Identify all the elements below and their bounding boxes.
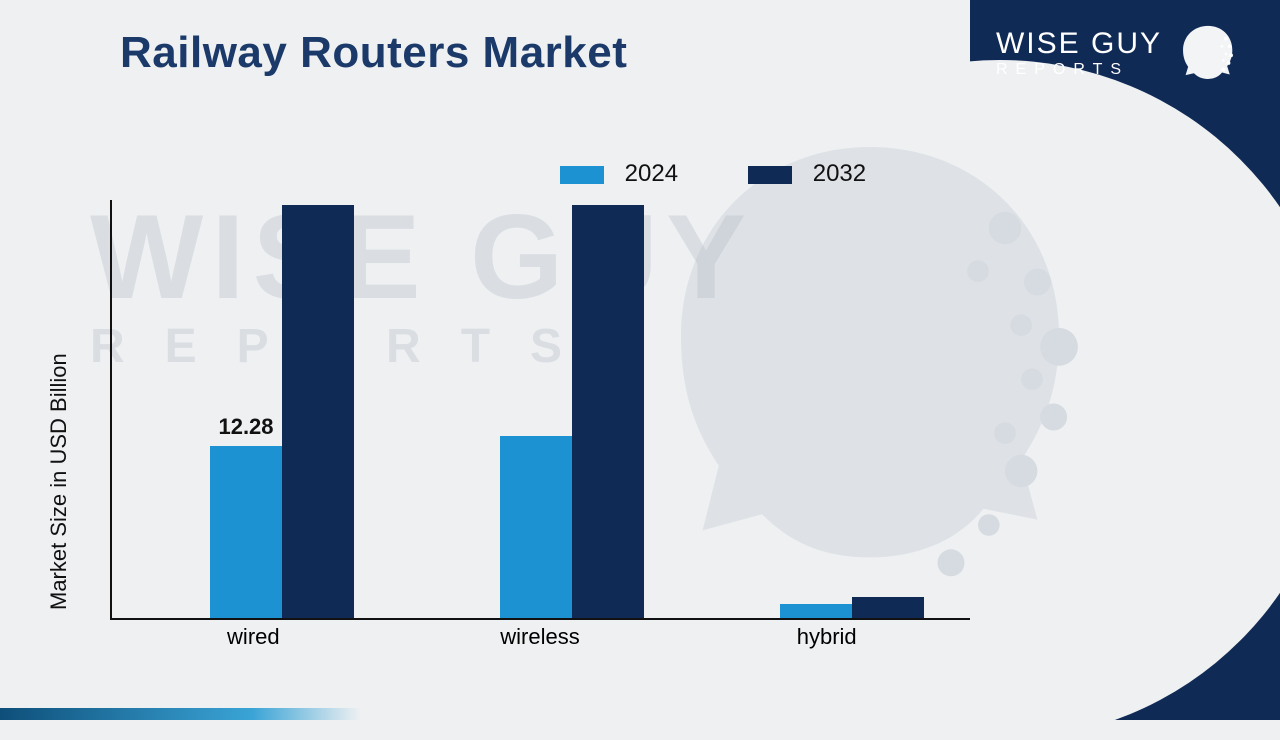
x-label-wired: wired — [110, 624, 397, 660]
bar-wireless-2032 — [572, 205, 644, 618]
brand-logo: WISE GUY REPORTS — [996, 22, 1240, 86]
x-label-hybrid: hybrid — [683, 624, 970, 660]
brand-line1: WISE GUY — [996, 27, 1162, 60]
legend-item-2032: 2032 — [748, 160, 866, 188]
legend: 2024 2032 — [560, 160, 866, 188]
x-label-wireless: wireless — [397, 624, 684, 660]
bar-wired-2032 — [282, 205, 354, 618]
legend-swatch-2032 — [748, 166, 792, 184]
plot-region: 12.28 — [110, 200, 970, 620]
bar-hybrid-2024 — [780, 604, 852, 618]
bar-group-wireless — [500, 205, 644, 618]
bar-group-hybrid — [780, 597, 924, 618]
chart-area: 12.28 wired wireless hybrid — [110, 200, 970, 660]
bar-wireless-2024 — [500, 436, 572, 618]
brand-line2: REPORTS — [996, 61, 1162, 79]
legend-label-2032: 2032 — [813, 160, 866, 187]
bar-wired-2024 — [210, 446, 282, 618]
brand-head-icon — [1176, 22, 1240, 86]
legend-swatch-2024 — [560, 166, 604, 184]
y-axis-label: Market Size in USD Billion — [46, 353, 72, 610]
footer-gradient-strip — [0, 708, 360, 720]
chart-title: Railway Routers Market — [120, 28, 627, 78]
bar-group-wired — [210, 205, 354, 618]
legend-item-2024: 2024 — [560, 160, 678, 188]
legend-label-2024: 2024 — [625, 160, 678, 187]
bar-hybrid-2032 — [852, 597, 924, 618]
x-axis-labels: wired wireless hybrid — [110, 624, 970, 660]
